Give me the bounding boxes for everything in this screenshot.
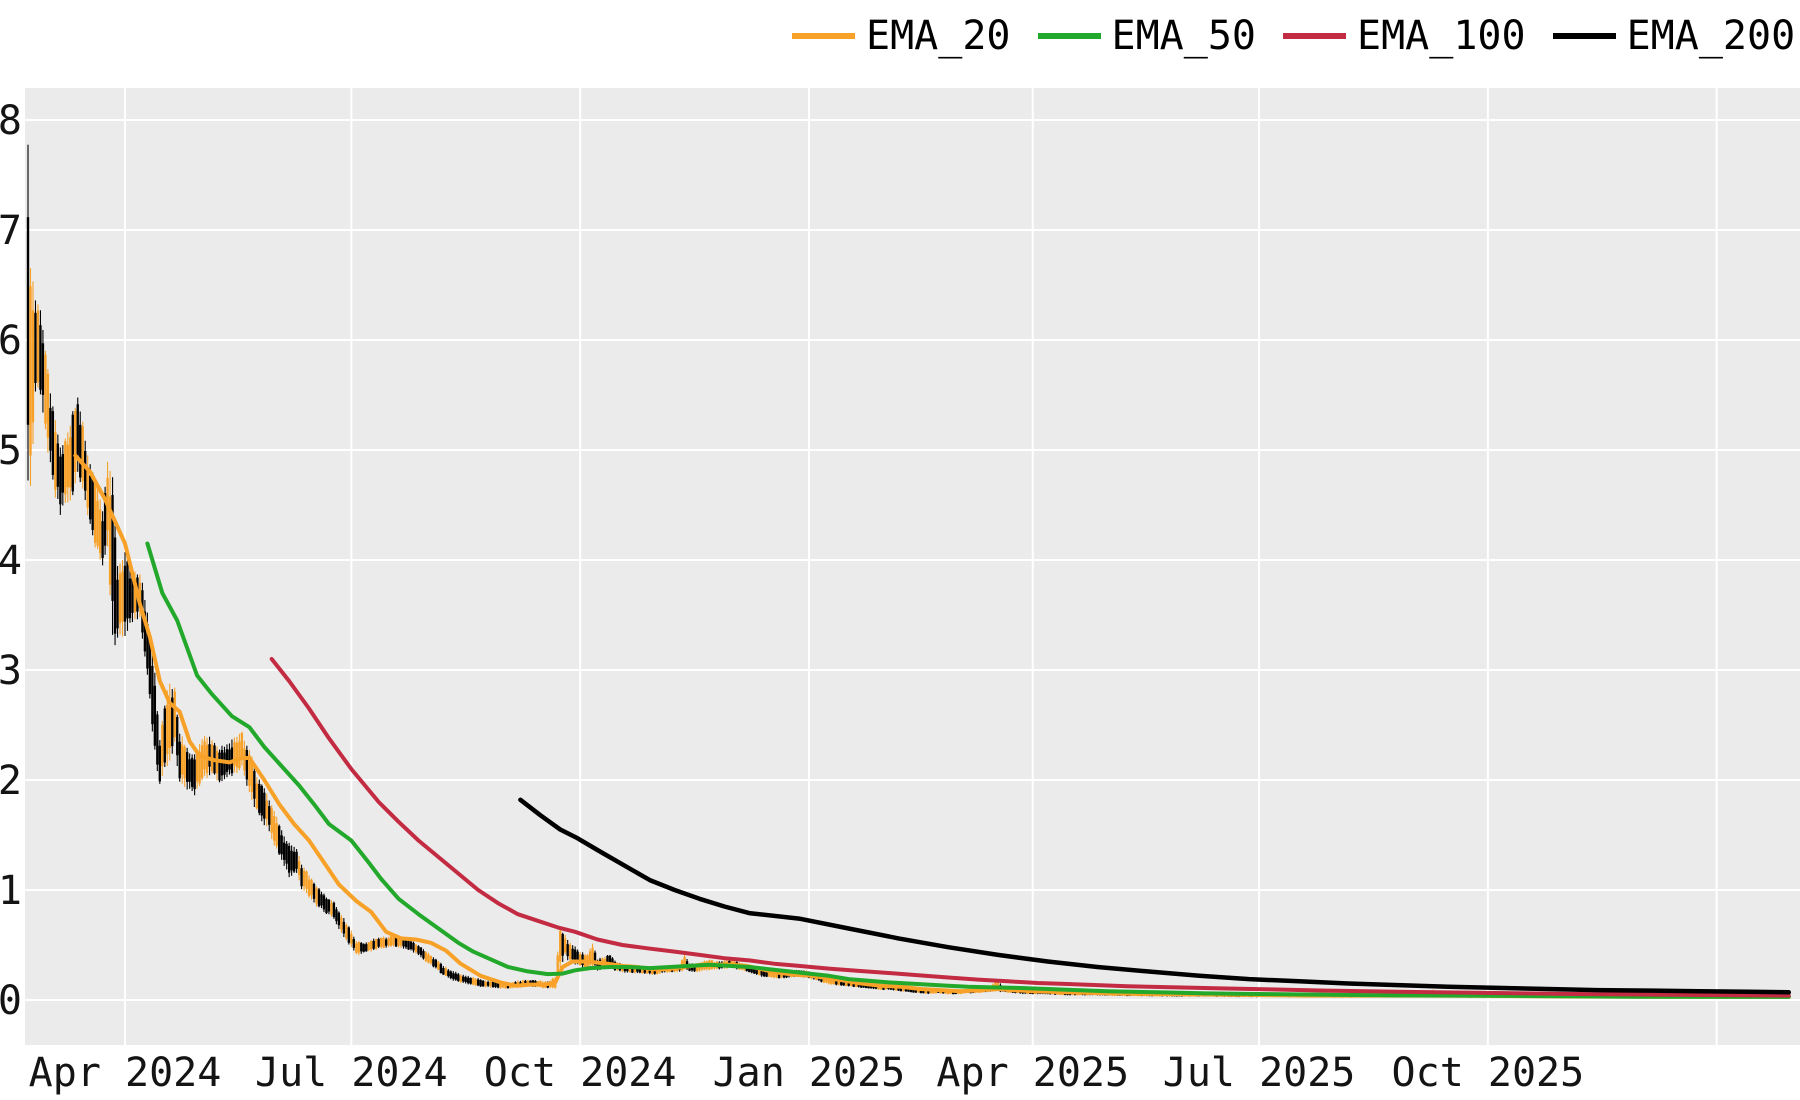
legend-swatch-ema_50 — [1037, 33, 1101, 39]
legend-item-ema_200: EMA_200 — [1552, 10, 1796, 62]
plot-background — [25, 88, 1800, 1045]
legend-label: EMA_20 — [866, 13, 1011, 59]
ema-lines — [73, 453, 1792, 999]
legend-label: EMA_200 — [1626, 13, 1796, 59]
y-tick-label: 0 — [0, 978, 22, 1024]
y-tick-label: 3 — [0, 648, 22, 694]
y-tick-label: 4 — [0, 538, 22, 584]
x-tick-label: Oct 2024 — [484, 1050, 677, 1096]
legend-label: EMA_50 — [1111, 13, 1257, 59]
ema-line-ema_200 — [518, 797, 1792, 995]
x-tick-label: Jul 2025 — [1163, 1050, 1356, 1096]
y-tick-label: 6 — [0, 318, 22, 364]
y-tick-label: 1 — [0, 868, 22, 914]
x-tick-label: Oct 2025 — [1392, 1050, 1585, 1096]
x-tick-label: Apr 2025 — [936, 1050, 1129, 1096]
ema-line-ema_100 — [269, 657, 1791, 998]
x-tick-label: Jul 2024 — [255, 1050, 448, 1096]
ema-line-ema_20 — [73, 453, 1791, 999]
axis-tick-labels: 0 1 2 3 4 5 6 7 8 Apr 2024 Jul 2024 Oct 2024 Jan 202… — [0, 98, 1584, 1096]
y-tick-label: 8 — [0, 98, 22, 144]
legend-label: EMA_100 — [1357, 13, 1526, 59]
x-tick-label: Apr 2024 — [29, 1050, 222, 1096]
ema-line-ema_50 — [145, 541, 1791, 999]
legend-item-ema_50: EMA_50 — [1037, 10, 1257, 62]
legend-swatch-ema_200 — [1552, 33, 1616, 39]
y-tick-label: 7 — [0, 208, 22, 254]
chart-legend: EMA_20 EMA_50 EMA_100 EMA_200 — [792, 10, 1795, 62]
legend-swatch-ema_20 — [792, 33, 855, 39]
gridlines — [25, 88, 1800, 1045]
legend-item-ema_100: EMA_100 — [1283, 10, 1526, 62]
legend-swatch-ema_100 — [1283, 33, 1346, 39]
y-tick-label: 5 — [0, 428, 22, 474]
x-tick-label: Jan 2025 — [713, 1050, 906, 1096]
y-tick-label: 2 — [0, 758, 22, 804]
legend-item-ema_20: EMA_20 — [792, 10, 1011, 62]
